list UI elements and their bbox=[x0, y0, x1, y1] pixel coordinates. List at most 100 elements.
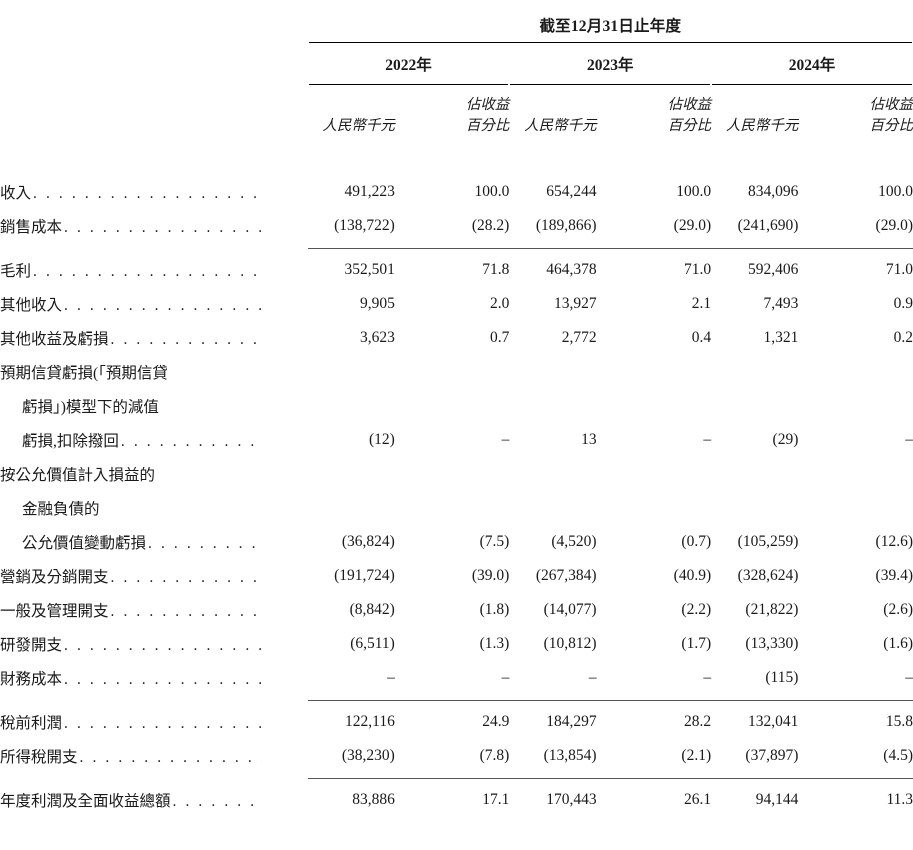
subtotal-rule-pbt-percent-2022 bbox=[394, 695, 510, 705]
total-rule-amount-2023 bbox=[509, 773, 597, 783]
cell-cost-of-sales-amount-2023: (189,866) bbox=[535, 217, 597, 235]
cell-revenue-amount-2023: 654,244 bbox=[546, 183, 597, 201]
cell-fvtpl-line1-percent-2023 bbox=[597, 457, 712, 491]
table-header-unit-row: 人民幣千元 佔收益 百分比 人民幣千元 佔收益 百分比 人民幣千元 佔收益 百分… bbox=[0, 86, 913, 145]
subtotal-rule-pbt-amount-2024 bbox=[711, 695, 799, 705]
cell-other-gains-losses-percent-2022: 0.7 bbox=[489, 329, 510, 347]
subtotal-rule-amount-2024 bbox=[711, 243, 799, 253]
cell-fvtpl-line1-amount-2024 bbox=[711, 457, 798, 491]
header-unit-percent-2023: 佔收益 百分比 bbox=[597, 86, 712, 145]
cell-ecl-line2-amount-2024 bbox=[711, 389, 798, 423]
leader-dots: . . . . . . . . . . . . . . . . . . . . … bbox=[64, 637, 262, 653]
row-label-fvtpl-line1-text: 按公允價值計入損益的 bbox=[0, 467, 156, 485]
row-label-ecl-impairment-line2: 虧損」)模型下的減值 . . . . . . . . . . . . . . .… bbox=[0, 389, 308, 423]
cell-ecl-line2-percent-2023 bbox=[597, 389, 712, 423]
cell-fvtpl-line2-amount-2022 bbox=[308, 491, 395, 525]
cell-gross-profit-amount-2023: 464,378 bbox=[546, 261, 597, 279]
subtotal-rule-amount-2023 bbox=[509, 243, 597, 253]
row-label-gross-profit: 毛利 . . . . . . . . . . . . . . . . . . .… bbox=[0, 253, 308, 287]
cell-rnd-amount-2022: (6,511) bbox=[350, 635, 395, 653]
cell-ecl-percent-2023: – bbox=[703, 431, 712, 449]
header-unit-percent-2023-line2: 百分比 bbox=[667, 117, 712, 134]
subtotal-rule-percent-2023 bbox=[596, 243, 712, 253]
cell-finance-costs-percent-2024: – bbox=[905, 669, 913, 687]
header-period-title: 截至12月31日止年度 bbox=[539, 18, 682, 35]
table-row: 其他收益及虧損 . . . . . . . . . . . . . . . . … bbox=[0, 321, 913, 355]
row-label-administrative-expenses: 一般及管理開支 . . . . . . . . . . . . . . . . … bbox=[0, 593, 308, 627]
table-row: 財務成本 . . . . . . . . . . . . . . . . . .… bbox=[0, 661, 913, 695]
cell-cost-of-sales-percent-2022: (28.2) bbox=[471, 217, 510, 235]
cell-ecl-line2-amount-2022 bbox=[308, 389, 395, 423]
subtotal-rule-pbt-amount-2023 bbox=[509, 695, 597, 705]
table-row: 虧損」)模型下的減值 . . . . . . . . . . . . . . .… bbox=[0, 389, 913, 423]
cell-ecl-amount-2024: (29) bbox=[772, 431, 799, 449]
header-unit-percent-2022-line2: 百分比 bbox=[465, 117, 510, 134]
income-statement-table: 截至12月31日止年度 2022年 2023年 2024年 人民幣千元 bbox=[0, 0, 913, 810]
leader-dots: . . . . . . . . . . . . . . . . . . . . … bbox=[64, 715, 262, 731]
cell-total-income-percent-2023: 26.1 bbox=[683, 791, 712, 809]
row-label-income-tax-expense: 所得稅開支 . . . . . . . . . . . . . . . . . … bbox=[0, 739, 308, 773]
cell-total-income-percent-2024: 11.3 bbox=[886, 791, 913, 809]
leader-dots: . . . . . . . . . . . . . . . . . . . . … bbox=[33, 263, 262, 279]
row-label-ecl-impairment-line1: 預期信貸虧損(「預期信貸 . . . . . . . . . . . . . .… bbox=[0, 355, 308, 389]
table-header-title-row: 截至12月31日止年度 bbox=[0, 0, 913, 41]
subtotal-rule-percent-2022 bbox=[394, 243, 510, 253]
row-label-fvtpl-line2-text: 金融負債的 bbox=[22, 501, 100, 519]
cell-total-income-amount-2023: 170,443 bbox=[546, 791, 597, 809]
row-label-other-income: 其他收入 . . . . . . . . . . . . . . . . . .… bbox=[0, 287, 308, 321]
cell-gross-profit-amount-2024: 592,406 bbox=[747, 261, 799, 279]
cell-ecl-line2-amount-2023 bbox=[509, 389, 596, 423]
table-row: 其他收入 . . . . . . . . . . . . . . . . . .… bbox=[0, 287, 913, 321]
cell-other-income-amount-2022: 9,905 bbox=[359, 295, 395, 313]
cell-ecl-line2-percent-2024 bbox=[798, 389, 913, 423]
cell-cost-of-sales-amount-2024: (241,690) bbox=[737, 217, 799, 235]
cell-rnd-percent-2022: (1.3) bbox=[479, 635, 510, 653]
table-row: 收入 . . . . . . . . . . . . . . . . . . .… bbox=[0, 175, 913, 209]
row-label-other-gains-losses-text: 其他收益及虧損 bbox=[0, 331, 109, 349]
cell-fair-value-change-percent-2023: (0.7) bbox=[681, 533, 712, 551]
leader-dots: . . . . . . . . . . . . . . . . . . . . … bbox=[79, 749, 262, 765]
cell-profit-before-tax-amount-2022: 122,116 bbox=[345, 713, 395, 731]
table-row: 預期信貸虧損(「預期信貸 . . . . . . . . . . . . . .… bbox=[0, 355, 913, 389]
leader-dots: . . . . . . . . . . . . . . . . . . . . … bbox=[64, 219, 262, 235]
cell-other-gains-losses-amount-2024: 1,321 bbox=[763, 329, 799, 347]
header-unit-percent-2023-line1: 佔收益 bbox=[667, 97, 712, 113]
cell-revenue-percent-2024: 100.0 bbox=[878, 183, 913, 201]
cell-other-gains-losses-amount-2023: 2,772 bbox=[561, 329, 597, 347]
cell-revenue-amount-2022: 491,223 bbox=[344, 183, 395, 201]
cell-fair-value-change-amount-2023: (4,520) bbox=[551, 533, 597, 551]
table-header-year-row: 2022年 2023年 2024年 bbox=[0, 44, 913, 83]
cell-gross-profit-percent-2022: 71.8 bbox=[482, 261, 510, 279]
cell-total-income-percent-2022: 17.1 bbox=[482, 791, 510, 809]
cell-selling-distribution-amount-2023: (267,384) bbox=[535, 567, 597, 585]
header-rule-2023 bbox=[509, 83, 711, 86]
table-row: 毛利 . . . . . . . . . . . . . . . . . . .… bbox=[0, 253, 913, 287]
table-row: 銷售成本 . . . . . . . . . . . . . . . . . .… bbox=[0, 209, 913, 243]
cell-profit-before-tax-percent-2022: 24.9 bbox=[482, 713, 510, 731]
header-unit-percent-2022-line1: 佔收益 bbox=[465, 97, 510, 113]
subtotal-rule-row-total-comprehensive-income bbox=[0, 773, 913, 783]
table-row: 所得稅開支 . . . . . . . . . . . . . . . . . … bbox=[0, 739, 913, 773]
cell-fvtpl-line1-amount-2022 bbox=[308, 457, 395, 491]
header-unit-percent-2024-line1: 佔收益 bbox=[869, 97, 913, 113]
header-year-2023: 2023年 bbox=[586, 57, 634, 74]
leader-dots: . . . . . . . . . . . . . . . . . . . . … bbox=[33, 185, 262, 201]
header-year-2024: 2024年 bbox=[788, 57, 836, 74]
cell-fvtpl-line1-percent-2024 bbox=[798, 457, 913, 491]
header-unit-amount-2024-text: 人民幣千元 bbox=[725, 117, 799, 134]
header-unit-amount-2024: 人民幣千元 bbox=[711, 86, 799, 145]
header-blank-label bbox=[0, 44, 308, 83]
cell-cost-of-sales-amount-2022: (138,722) bbox=[334, 217, 395, 235]
row-label-other-gains-losses: 其他收益及虧損 . . . . . . . . . . . . . . . . … bbox=[0, 321, 308, 355]
cell-fair-value-change-amount-2022: (36,824) bbox=[341, 533, 395, 551]
cell-ecl-line1-percent-2024 bbox=[798, 355, 913, 389]
cell-profit-before-tax-percent-2023: 28.2 bbox=[683, 713, 712, 731]
header-unit-amount-2023-text: 人民幣千元 bbox=[524, 117, 597, 134]
table-row: 虧損,扣除撥回 . . . . . . . . . . . . . . . . … bbox=[0, 423, 913, 457]
total-rule-percent-2024 bbox=[798, 773, 913, 783]
cell-income-tax-percent-2022: (7.8) bbox=[479, 747, 510, 765]
subtotal-rule-pbt-amount-2022 bbox=[307, 695, 395, 705]
cell-rnd-percent-2024: (1.6) bbox=[883, 635, 913, 653]
cell-gross-profit-percent-2023: 71.0 bbox=[683, 261, 712, 279]
